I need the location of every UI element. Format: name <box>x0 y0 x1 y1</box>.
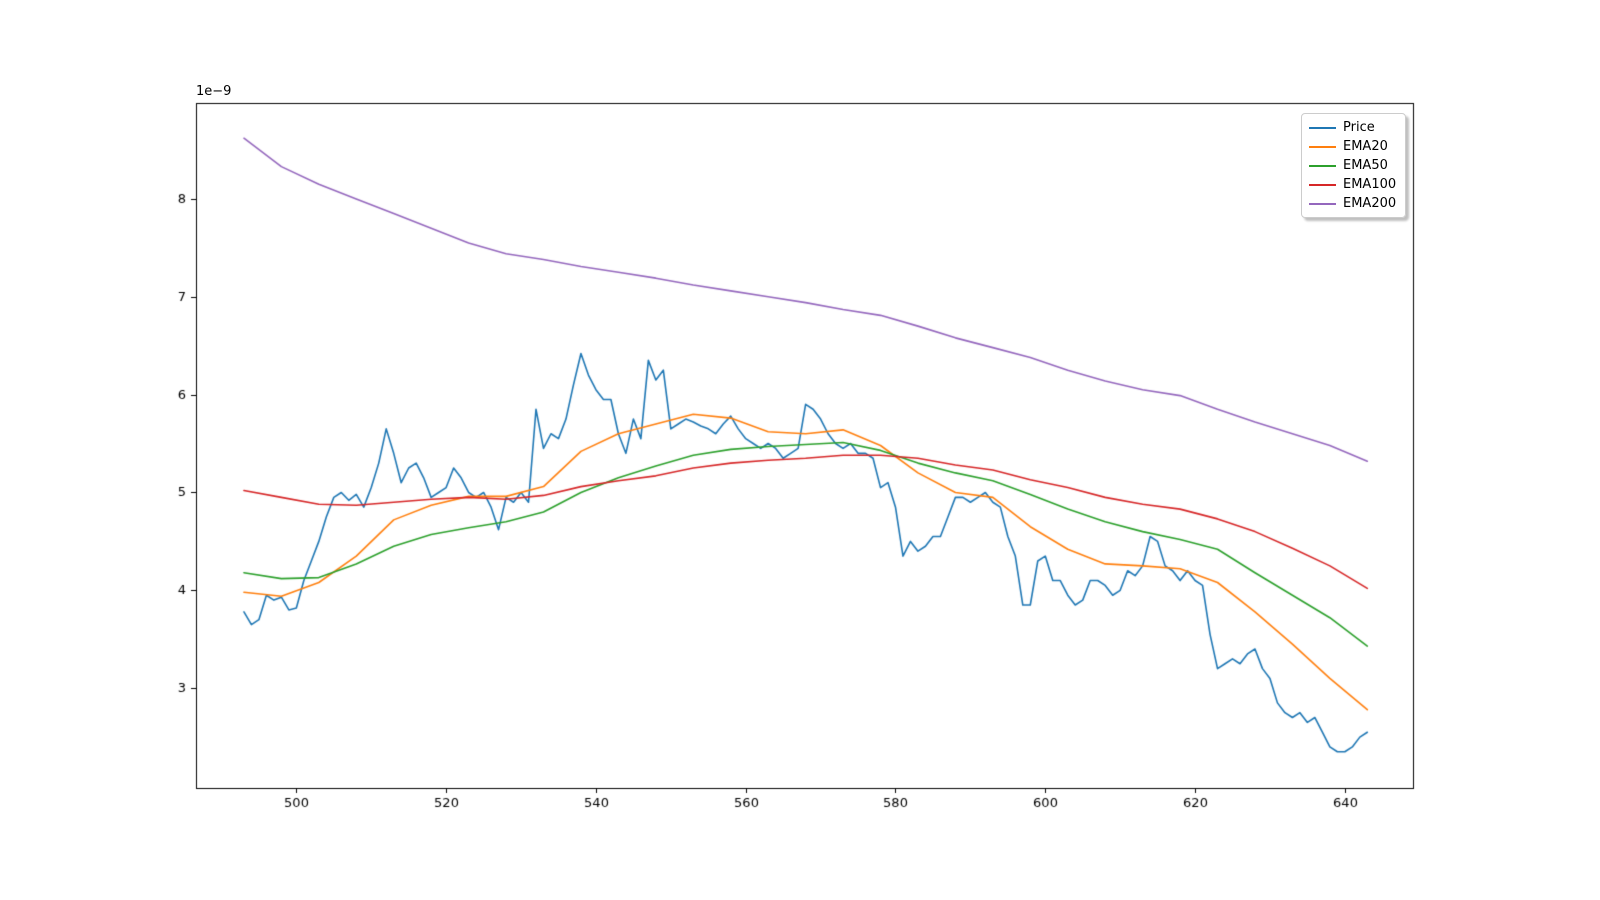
legend-item-price: Price <box>1309 120 1396 135</box>
legend-item-ema50: EMA50 <box>1309 158 1396 173</box>
legend-label: EMA20 <box>1343 139 1388 154</box>
legend-line-swatch <box>1309 202 1336 205</box>
legend-line-swatch <box>1309 183 1336 186</box>
legend-item-ema100: EMA100 <box>1309 177 1396 192</box>
legend-label: EMA100 <box>1343 177 1397 192</box>
legend-line-swatch <box>1309 145 1336 148</box>
axis-offset-label: 1e−9 <box>196 84 232 99</box>
legend-label: Price <box>1343 120 1375 135</box>
legend-line-swatch <box>1309 126 1336 129</box>
legend-label: EMA50 <box>1343 158 1388 173</box>
legend-line-swatch <box>1309 164 1336 167</box>
legend: Price EMA20 EMA50 EMA100 EMA200 <box>1301 113 1407 218</box>
legend-item-ema200: EMA200 <box>1309 196 1396 211</box>
legend-label: EMA200 <box>1343 196 1397 211</box>
legend-item-ema20: EMA20 <box>1309 139 1396 154</box>
